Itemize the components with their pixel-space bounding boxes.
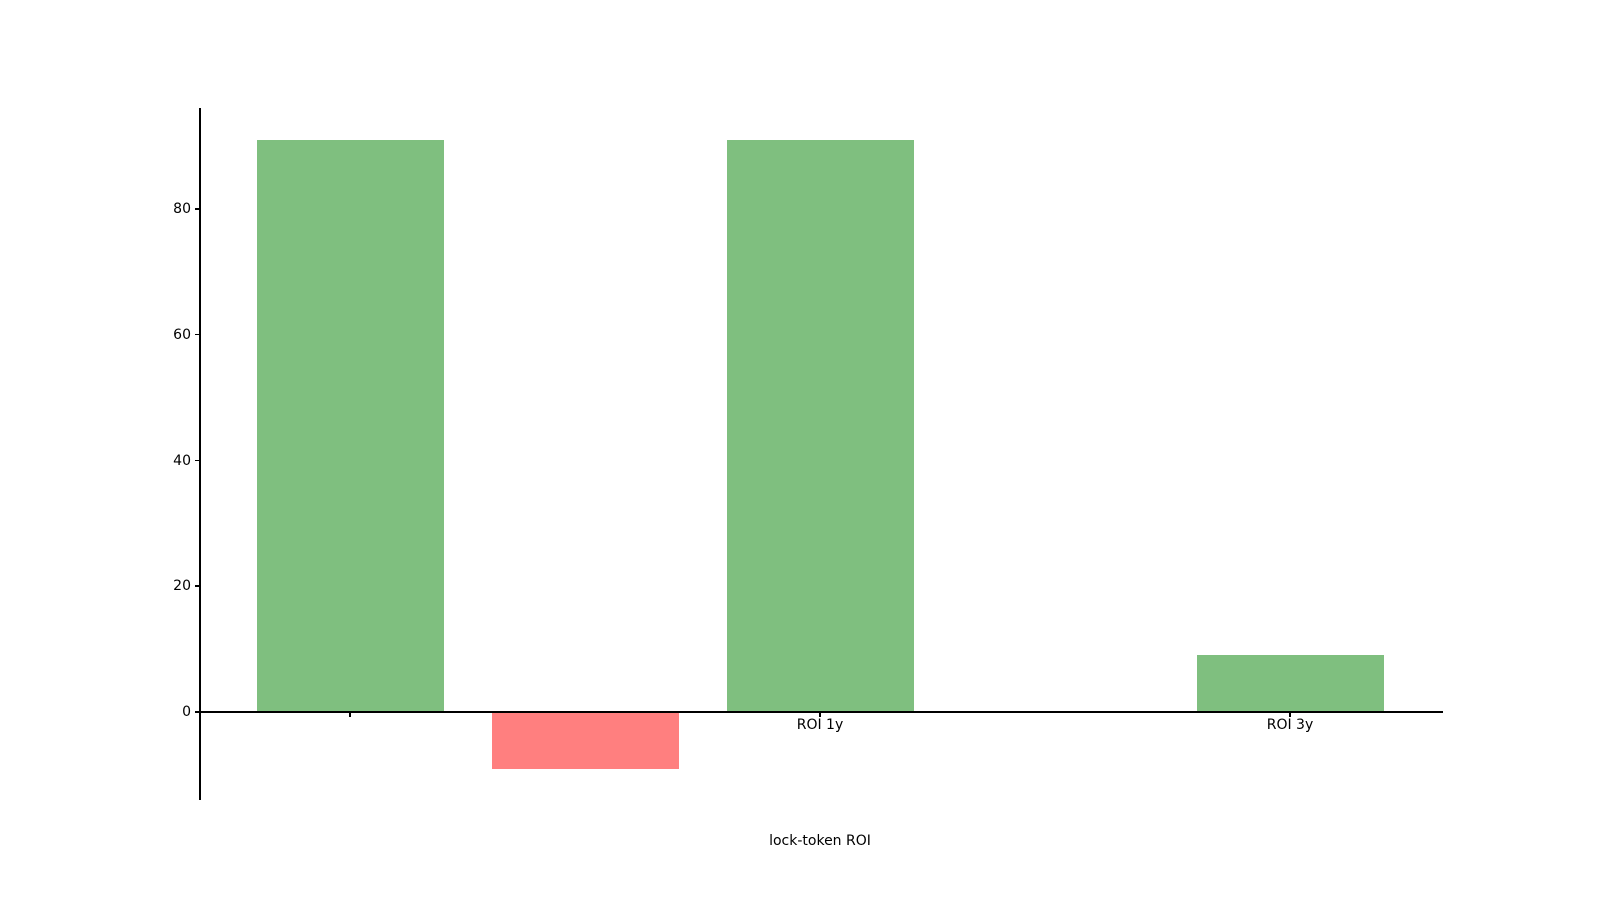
y-tick-label: 0 (182, 704, 191, 720)
y-tick-mark (195, 208, 200, 210)
x-tick-mark (819, 712, 821, 717)
x-tick-mark (349, 712, 351, 717)
y-tick-mark (195, 585, 200, 587)
chart-title: lock-token ROI (769, 833, 871, 849)
bar-pos0 (256, 139, 444, 712)
x-tick-label: ROI 3y (1266, 717, 1314, 733)
y-tick-label: 20 (173, 578, 191, 595)
x-tick-mark (1289, 712, 1291, 717)
bar-pos1 (491, 712, 679, 769)
bar-roi-3y (1196, 655, 1384, 712)
y-tick-label: 60 (173, 326, 191, 343)
x-tick-label: ROI 1y (796, 717, 844, 733)
y-tick-label: 40 (173, 452, 191, 469)
y-tick-mark (195, 333, 200, 336)
bar-roi-1y (726, 139, 914, 712)
y-tick-label: 80 (173, 201, 191, 217)
y-tick-mark (195, 711, 200, 713)
x-axis-line (200, 711, 1443, 713)
y-axis-line (199, 108, 201, 801)
y-tick-mark (195, 459, 200, 461)
